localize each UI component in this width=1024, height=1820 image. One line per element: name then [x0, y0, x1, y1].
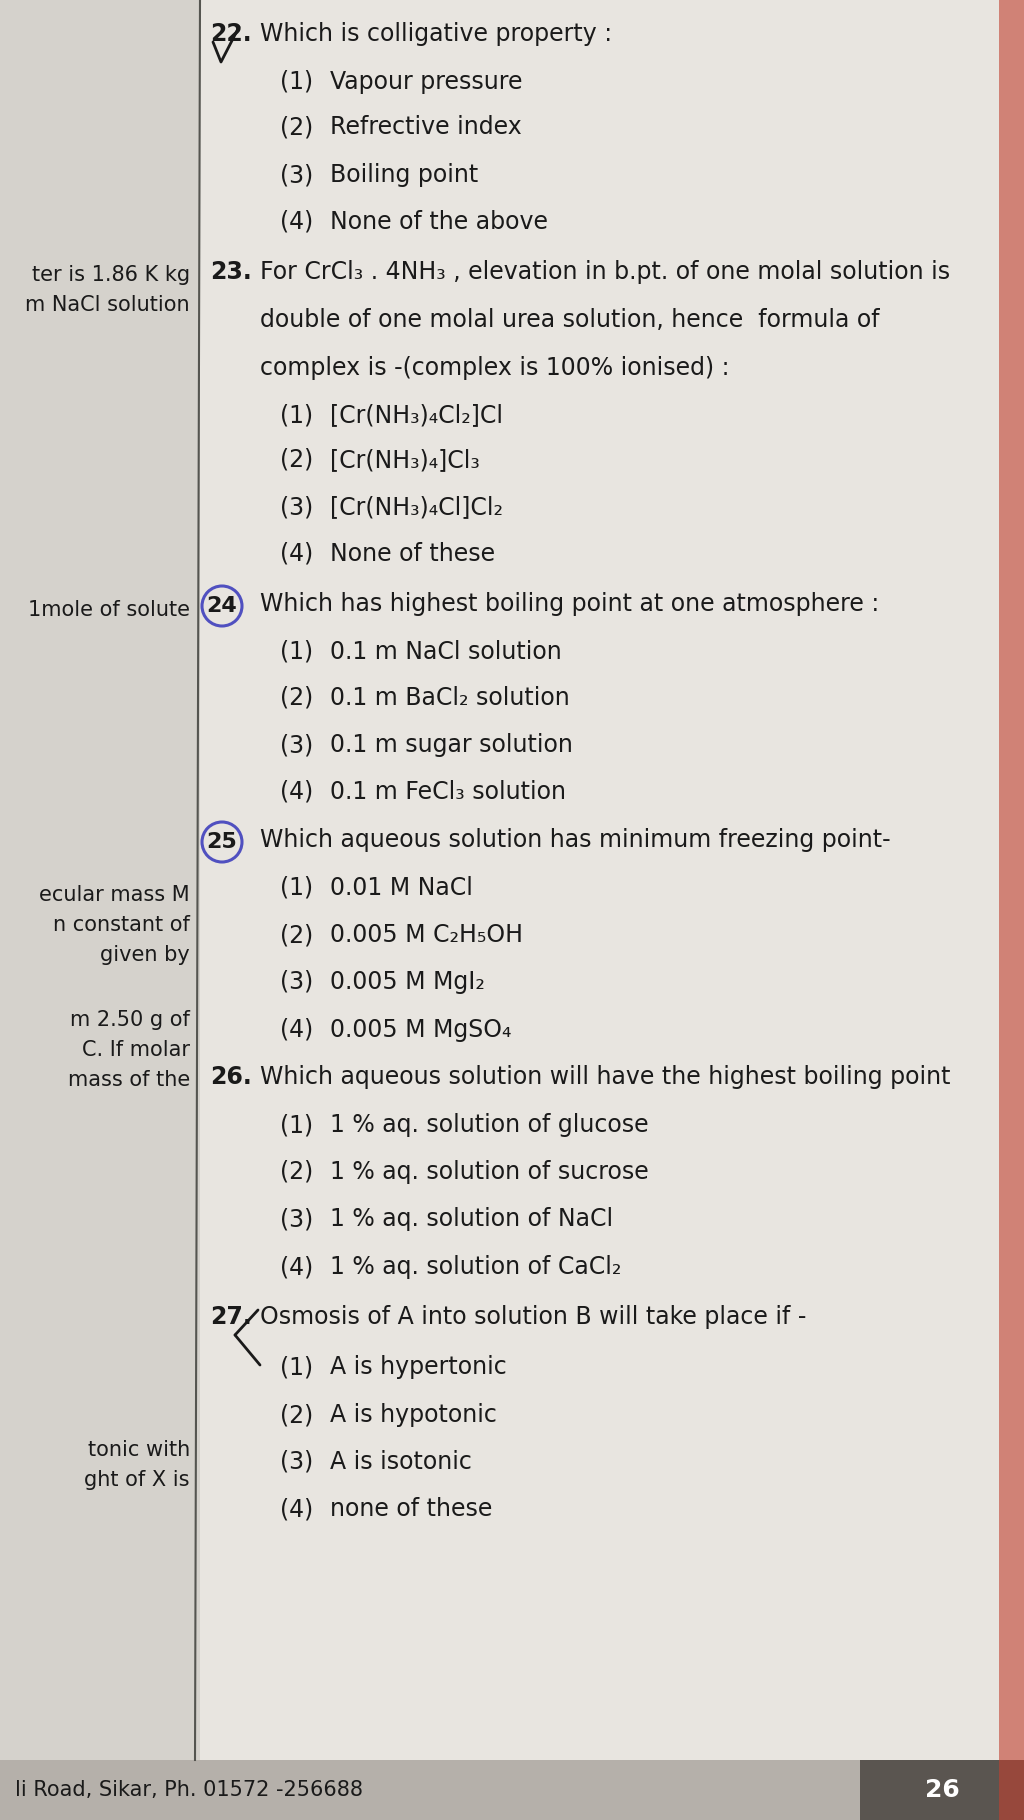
- Text: ter is 1.86 K kg: ter is 1.86 K kg: [32, 266, 190, 286]
- Text: (3): (3): [280, 164, 313, 187]
- Text: [Cr(NH₃)₄]Cl₃: [Cr(NH₃)₄]Cl₃: [330, 448, 480, 471]
- Text: 26: 26: [925, 1778, 959, 1802]
- Text: 0.005 M MgI₂: 0.005 M MgI₂: [330, 970, 485, 994]
- Text: 1 % aq. solution of glucose: 1 % aq. solution of glucose: [330, 1114, 648, 1138]
- Text: For CrCl₃ . 4NH₃ , elevation in b.pt. of one molal solution is: For CrCl₃ . 4NH₃ , elevation in b.pt. of…: [260, 260, 950, 284]
- Text: (2): (2): [280, 923, 313, 946]
- Text: 0.1 m BaCl₂ solution: 0.1 m BaCl₂ solution: [330, 686, 569, 710]
- Text: Boiling point: Boiling point: [330, 164, 478, 187]
- Text: Refrective index: Refrective index: [330, 115, 522, 138]
- Text: li Road, Sikar, Ph. 01572 -256688: li Road, Sikar, Ph. 01572 -256688: [15, 1780, 362, 1800]
- Text: 0.1 m sugar solution: 0.1 m sugar solution: [330, 733, 572, 757]
- Text: double of one molal urea solution, hence  formula of: double of one molal urea solution, hence…: [260, 308, 880, 331]
- Text: None of the above: None of the above: [330, 209, 548, 235]
- Text: Which has highest boiling point at one atmosphere :: Which has highest boiling point at one a…: [260, 592, 880, 615]
- Text: 0.005 M MgSO₄: 0.005 M MgSO₄: [330, 1017, 511, 1043]
- Text: 0.1 m NaCl solution: 0.1 m NaCl solution: [330, 641, 562, 664]
- Text: [Cr(NH₃)₄Cl₂]Cl: [Cr(NH₃)₄Cl₂]Cl: [330, 402, 503, 428]
- Text: 0.005 M C₂H₅OH: 0.005 M C₂H₅OH: [330, 923, 523, 946]
- Text: 24: 24: [207, 595, 238, 615]
- Text: ecular mass M: ecular mass M: [39, 885, 190, 905]
- Text: m 2.50 g of: m 2.50 g of: [70, 1010, 190, 1030]
- Text: (2): (2): [280, 1159, 313, 1185]
- Text: (2): (2): [280, 448, 313, 471]
- Text: (4): (4): [280, 1017, 313, 1043]
- Text: (3): (3): [280, 1451, 313, 1474]
- Text: n constant of: n constant of: [53, 915, 190, 935]
- Text: (1): (1): [280, 875, 313, 901]
- Text: A is hypertonic: A is hypertonic: [330, 1356, 507, 1380]
- Text: Which aqueous solution will have the highest boiling point: Which aqueous solution will have the hig…: [260, 1065, 950, 1088]
- Text: (2): (2): [280, 686, 313, 710]
- Text: (4): (4): [280, 209, 313, 235]
- Bar: [999, 0, 1024, 1820]
- Bar: [860, 1760, 1024, 1820]
- Text: [Cr(NH₃)₄Cl]Cl₂: [Cr(NH₃)₄Cl]Cl₂: [330, 495, 503, 519]
- Text: 25: 25: [207, 832, 238, 852]
- Text: (4): (4): [280, 542, 313, 566]
- Text: 0.01 M NaCl: 0.01 M NaCl: [330, 875, 473, 901]
- Text: (3): (3): [280, 495, 313, 519]
- Text: A is hypotonic: A is hypotonic: [330, 1403, 497, 1427]
- Text: Which aqueous solution has minimum freezing point-: Which aqueous solution has minimum freez…: [260, 828, 891, 852]
- Text: None of these: None of these: [330, 542, 496, 566]
- Bar: [0, 1760, 860, 1820]
- Text: none of these: none of these: [330, 1498, 493, 1522]
- Text: 27.: 27.: [210, 1305, 252, 1329]
- Text: Osmosis of A into solution B will take place if -: Osmosis of A into solution B will take p…: [260, 1305, 806, 1329]
- Text: (1): (1): [280, 69, 313, 95]
- Text: (1): (1): [280, 641, 313, 664]
- Text: (4): (4): [280, 1256, 313, 1279]
- Text: (1): (1): [280, 1356, 313, 1380]
- Text: mass of the: mass of the: [68, 1070, 190, 1090]
- Text: (4): (4): [280, 1498, 313, 1522]
- Text: (1): (1): [280, 402, 313, 428]
- Text: 26.: 26.: [210, 1065, 252, 1088]
- Text: Vapour pressure: Vapour pressure: [330, 69, 522, 95]
- Text: m NaCl solution: m NaCl solution: [26, 295, 190, 315]
- Text: (4): (4): [280, 781, 313, 804]
- Bar: [0, 0, 200, 1760]
- Text: 1 % aq. solution of NaCl: 1 % aq. solution of NaCl: [330, 1207, 613, 1230]
- Text: (1): (1): [280, 1114, 313, 1138]
- Text: complex is -(complex is 100% ionised) :: complex is -(complex is 100% ionised) :: [260, 357, 729, 380]
- Text: (3): (3): [280, 733, 313, 757]
- Text: (2): (2): [280, 1403, 313, 1427]
- Text: tonic with: tonic with: [88, 1440, 190, 1460]
- Text: (3): (3): [280, 970, 313, 994]
- Text: 22.: 22.: [210, 22, 252, 46]
- Text: Which is colligative property :: Which is colligative property :: [260, 22, 612, 46]
- Text: 1 % aq. solution of sucrose: 1 % aq. solution of sucrose: [330, 1159, 649, 1185]
- Text: C. If molar: C. If molar: [82, 1039, 190, 1059]
- Text: 23.: 23.: [210, 260, 252, 284]
- Text: ght of X is: ght of X is: [85, 1471, 190, 1491]
- Text: given by: given by: [100, 945, 190, 965]
- Text: (2): (2): [280, 115, 313, 138]
- Text: (3): (3): [280, 1207, 313, 1230]
- Text: A is isotonic: A is isotonic: [330, 1451, 472, 1474]
- Text: 1 % aq. solution of CaCl₂: 1 % aq. solution of CaCl₂: [330, 1256, 622, 1279]
- Text: 0.1 m FeCl₃ solution: 0.1 m FeCl₃ solution: [330, 781, 566, 804]
- Text: 1mole of solute: 1mole of solute: [28, 601, 190, 621]
